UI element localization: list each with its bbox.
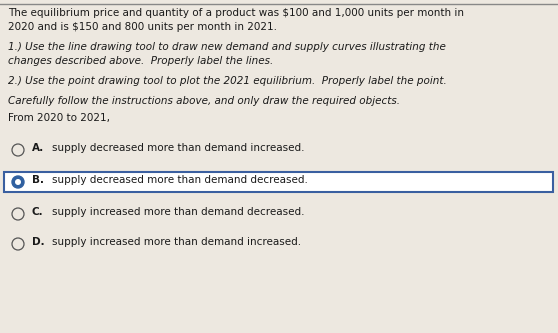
Text: changes described above.  Properly label the lines.: changes described above. Properly label … <box>8 56 273 66</box>
Text: 2020 and is $150 and 800 units per month in 2021.: 2020 and is $150 and 800 units per month… <box>8 22 277 32</box>
Text: supply increased more than demand decreased.: supply increased more than demand decrea… <box>52 207 305 217</box>
Circle shape <box>16 180 20 184</box>
Text: B.: B. <box>32 175 44 185</box>
Text: Carefully follow the instructions above, and only draw the required objects.: Carefully follow the instructions above,… <box>8 96 400 106</box>
Text: A.: A. <box>32 143 44 153</box>
Text: 2.) Use the point drawing tool to plot the 2021 equilibrium.  Properly label the: 2.) Use the point drawing tool to plot t… <box>8 76 447 86</box>
Text: supply decreased more than demand decreased.: supply decreased more than demand decrea… <box>52 175 308 185</box>
FancyBboxPatch shape <box>4 172 553 192</box>
Text: From 2020 to 2021,: From 2020 to 2021, <box>8 113 110 123</box>
Text: supply increased more than demand increased.: supply increased more than demand increa… <box>52 237 301 247</box>
Text: supply decreased more than demand increased.: supply decreased more than demand increa… <box>52 143 305 153</box>
Text: The equilibrium price and quantity of a product was $100 and 1,000 units per mon: The equilibrium price and quantity of a … <box>8 8 464 18</box>
Text: D.: D. <box>32 237 45 247</box>
Text: 1.) Use the line drawing tool to draw new demand and supply curves illustrating : 1.) Use the line drawing tool to draw ne… <box>8 42 446 52</box>
Circle shape <box>12 176 24 188</box>
Text: C.: C. <box>32 207 44 217</box>
